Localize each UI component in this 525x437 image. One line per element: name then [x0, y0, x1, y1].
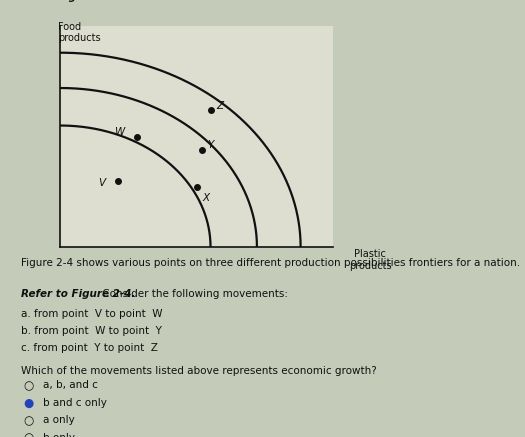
Text: Plastic
products: Plastic products [349, 249, 392, 271]
Text: ○: ○ [24, 379, 34, 392]
Text: b only: b only [43, 433, 75, 437]
Text: Figure 2-4: Figure 2-4 [58, 0, 118, 2]
Text: Consider the following movements:: Consider the following movements: [99, 289, 288, 299]
Text: X: X [202, 193, 209, 203]
Text: b and c only: b and c only [43, 398, 107, 408]
Text: Which of the movements listed above represents economic growth?: Which of the movements listed above repr… [21, 366, 377, 376]
Text: Figure 2-4 shows various points on three different production possibilities fron: Figure 2-4 shows various points on three… [21, 258, 520, 268]
Text: ○: ○ [24, 431, 34, 437]
Text: Food
products: Food products [58, 22, 100, 43]
Text: V: V [99, 178, 106, 188]
Text: a only: a only [43, 416, 75, 425]
Text: ●: ● [24, 396, 34, 409]
Text: W: W [115, 127, 125, 137]
Text: Y: Y [208, 140, 214, 150]
Text: b. from point  W to point  Y: b. from point W to point Y [21, 326, 162, 336]
Text: a. from point  V to point  W: a. from point V to point W [21, 309, 163, 319]
Text: a, b, and c: a, b, and c [43, 381, 98, 390]
Text: Z: Z [216, 101, 223, 111]
Text: ○: ○ [24, 414, 34, 427]
Text: c. from point  Y to point  Z: c. from point Y to point Z [21, 343, 158, 354]
Text: Refer to Figure 2-4.: Refer to Figure 2-4. [21, 289, 135, 299]
